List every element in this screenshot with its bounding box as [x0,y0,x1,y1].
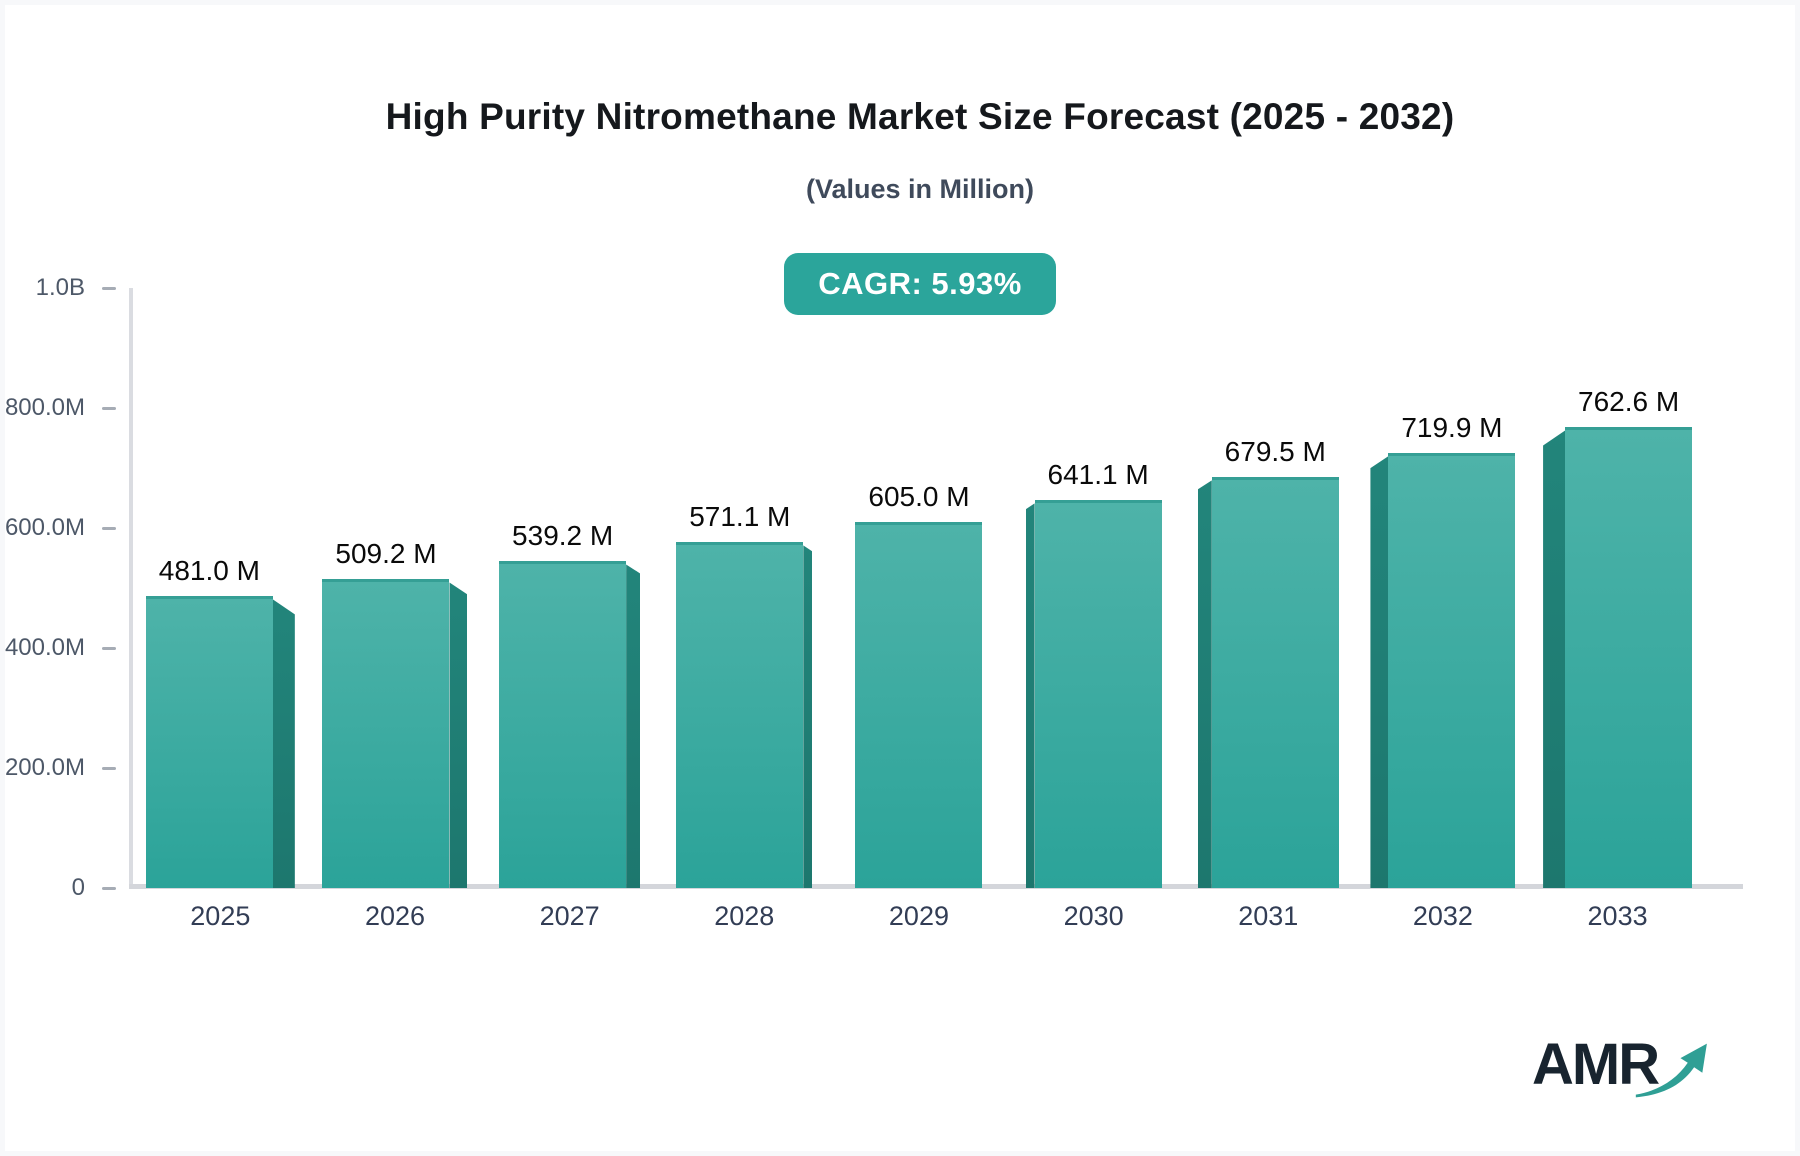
x-axis-label-2029: 2029 [888,901,949,931]
brand-logo-text: AMR [1532,1032,1660,1097]
bar-slot: 605.0 M [832,288,1007,888]
y-tick-label: 200.0M [4,754,85,781]
y-tick-label: 600.0M [4,514,85,541]
chart-title: High Purity Nitromethane Market Size For… [385,96,1455,137]
bar-slot: 571.1 M [657,288,832,888]
x-axis-label-2027: 2027 [539,901,600,931]
brand-logo: AMR [1532,1034,1716,1102]
y-tick-mark [102,767,116,770]
y-tick-label: 1.0B [35,274,85,301]
bar-2032: 719.9 M [1370,412,1516,888]
bar-face [145,596,273,888]
x-axis-label-2031: 2031 [1238,901,1299,931]
x-axis-labels: 2025 2026 2027 2028 2029 2030 2031 2032 2033 [133,901,1705,932]
bar-side-shadow [1025,503,1035,888]
bar-face [1388,453,1516,888]
bar-value-label: 509.2 M [335,538,437,570]
bar-value-label: 719.9 M [1401,412,1503,444]
y-tick-mark [102,887,116,890]
y-tick-mark [102,527,116,530]
cagr-badge: CAGR: 5.93% [784,253,1056,315]
bar-2028: 571.1 M [676,501,813,888]
y-tick-mark [102,287,116,290]
bar-side-shadow [1543,430,1566,888]
cagr-badge-row: CAGR: 5.93% [40,253,1800,315]
bar-2027: 539.2 M [499,520,641,888]
bar-side-shadow [626,564,641,888]
bar-slot: 539.2 M [482,288,657,888]
bar-slot: 762.6 M [1530,288,1705,888]
bar-side-shadow [1197,480,1212,888]
bar-2029: 605.0 M [855,481,983,888]
y-tick-label: 800.0M [4,394,85,421]
x-axis-label-2028: 2028 [714,901,775,931]
y-tick-label: 0 [71,874,85,901]
bar-2031: 679.5 M [1197,436,1339,888]
bar-value-label: 762.6 M [1577,386,1680,418]
bar-2025: 481.0 M [145,555,295,888]
x-axis-label-2026: 2026 [364,901,426,931]
bar-slot: 481.0 M [133,288,308,888]
bar-side-shadow [272,599,295,888]
bar-value-label: 605.0 M [868,481,970,512]
growth-arrow-icon [1635,1043,1707,1098]
y-axis: 1.0B 800.0M 600.0M 400.0M 200.0M 0 [0,274,131,901]
bar-face [322,579,450,888]
bar-slot: 509.2 M [308,288,483,888]
bar-slot: 719.9 M [1356,288,1531,888]
bar-value-label: 539.2 M [512,520,614,552]
bar-value-label: 679.5 M [1224,436,1326,468]
growth-arrow-path [1635,1043,1707,1098]
bar-face [1034,500,1162,888]
bar-2033: 762.6 M [1543,386,1693,888]
bar-face [855,522,983,888]
bar-2026: 509.2 M [322,538,468,888]
bar-face [499,561,627,888]
bar-slot: 679.5 M [1181,288,1356,888]
bar-side-shadow [1370,456,1389,888]
bar-value-label: 641.1 M [1047,459,1149,491]
bar-value-label: 481.0 M [158,555,260,587]
x-axis-label-2025: 2025 [190,901,251,931]
bar-face [1211,477,1339,888]
bar-2030: 641.1 M [1025,459,1162,888]
bar-face [1565,427,1693,888]
x-axis-label-2030: 2030 [1063,901,1124,931]
plot-area: 481.0 M 509.2 M 539.2 M 571.1 M 605.0 M 641.1… [133,288,1705,888]
x-axis-label-2033: 2033 [1587,901,1648,931]
bar-side-shadow [803,545,813,888]
bar-side-shadow [449,582,468,888]
bar-value-label: 571.1 M [689,501,791,533]
chart-subtitle: (Values in Million) [805,174,1035,204]
x-axis-label-2032: 2032 [1412,901,1473,931]
y-tick-label: 400.0M [4,634,85,661]
bar-face [676,542,804,888]
bar-slot: 641.1 M [1006,288,1181,888]
y-tick-mark [102,407,116,410]
y-tick-mark [102,647,116,650]
y-axis-line [129,288,133,889]
